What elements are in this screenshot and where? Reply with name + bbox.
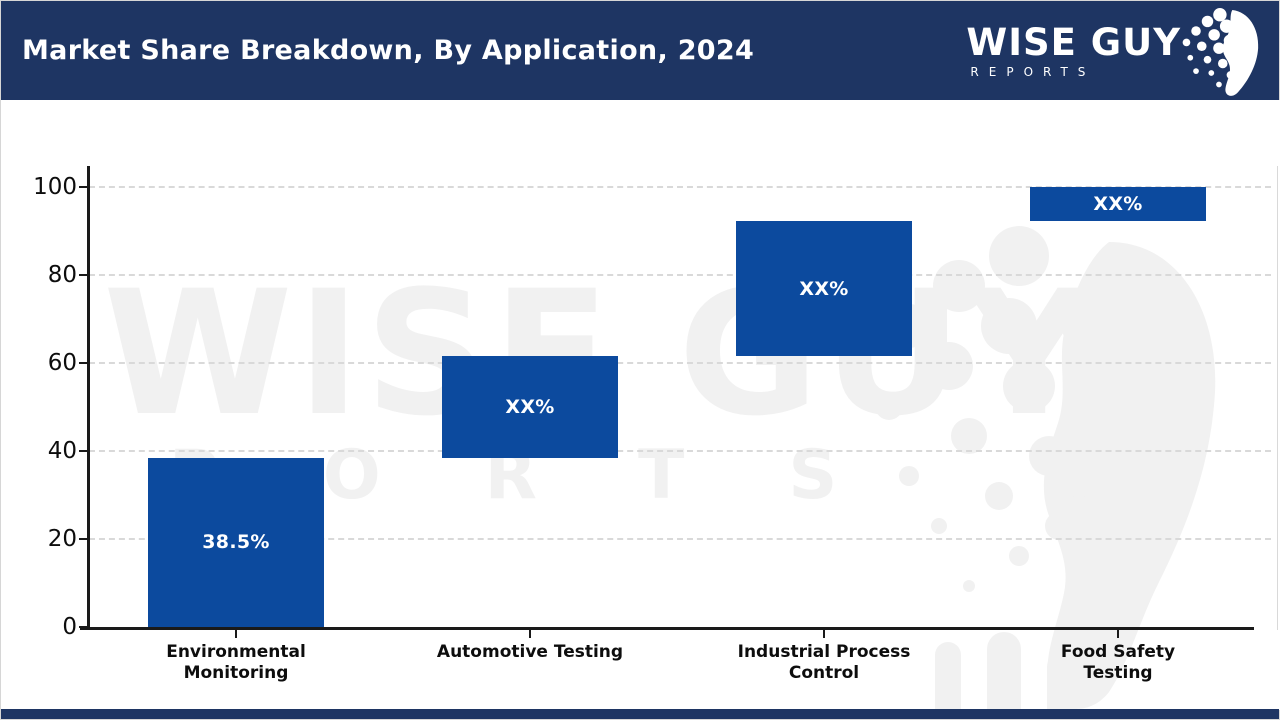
y-tick-40 xyxy=(79,450,87,452)
chart-title: Market Share Breakdown, By Application, … xyxy=(22,35,755,66)
brand-head-icon xyxy=(1182,7,1259,96)
right-spine xyxy=(1277,166,1278,630)
y-tick-60 xyxy=(79,362,87,364)
x-tick xyxy=(823,630,825,638)
gridline-20 xyxy=(89,538,1271,540)
header-bar: Market Share Breakdown, By Application, … xyxy=(1,1,1279,100)
x-category-label: Automotive Testing xyxy=(436,642,624,662)
x-tick xyxy=(1117,630,1119,638)
footer-bar xyxy=(1,709,1279,719)
y-axis-line xyxy=(87,166,90,630)
y-tick-label-100: 100 xyxy=(33,174,77,200)
gridline-80 xyxy=(89,274,1271,276)
chart-area: WISE GUY PORTS 0 20 40 60 80 100 38.5% Environm… xyxy=(1,100,1280,711)
bar-value-label: XX% xyxy=(799,277,849,300)
x-tick xyxy=(235,630,237,638)
y-tick-100 xyxy=(79,186,87,188)
bar-value-label: XX% xyxy=(1093,192,1143,215)
bar-segment: 38.5% xyxy=(148,457,324,627)
x-tick xyxy=(529,630,531,638)
bar-segment: XX% xyxy=(442,356,618,458)
bar-segment: XX% xyxy=(1030,187,1206,221)
brand-name: WISE GUY xyxy=(966,21,1181,64)
bar-segment: XX% xyxy=(736,220,912,357)
gridline-60 xyxy=(89,362,1271,364)
bar-value-label: XX% xyxy=(505,395,555,418)
y-tick-label-60: 60 xyxy=(47,350,77,376)
x-category-label: Food Safety Testing xyxy=(1060,642,1176,683)
y-tick-label-0: 0 xyxy=(62,614,77,640)
y-tick-label-80: 80 xyxy=(47,262,77,288)
y-tick-label-20: 20 xyxy=(47,526,77,552)
y-tick-20 xyxy=(79,538,87,540)
x-axis-line xyxy=(80,627,1254,630)
brand-logo-text: WISE GUY REPORTS xyxy=(966,24,1181,79)
y-tick-label-40: 40 xyxy=(47,438,77,464)
y-tick-0 xyxy=(79,626,87,628)
y-tick-80 xyxy=(79,274,87,276)
gridline-100 xyxy=(89,186,1271,188)
x-category-label: Industrial Process Control xyxy=(737,642,911,683)
bar-value-label: 38.5% xyxy=(202,531,270,554)
gridline-40 xyxy=(89,450,1271,452)
brand-logo: WISE GUY REPORTS xyxy=(966,4,1261,100)
x-category-label: Environmental Monitoring xyxy=(166,642,306,683)
brand-subname: REPORTS xyxy=(970,65,1096,79)
